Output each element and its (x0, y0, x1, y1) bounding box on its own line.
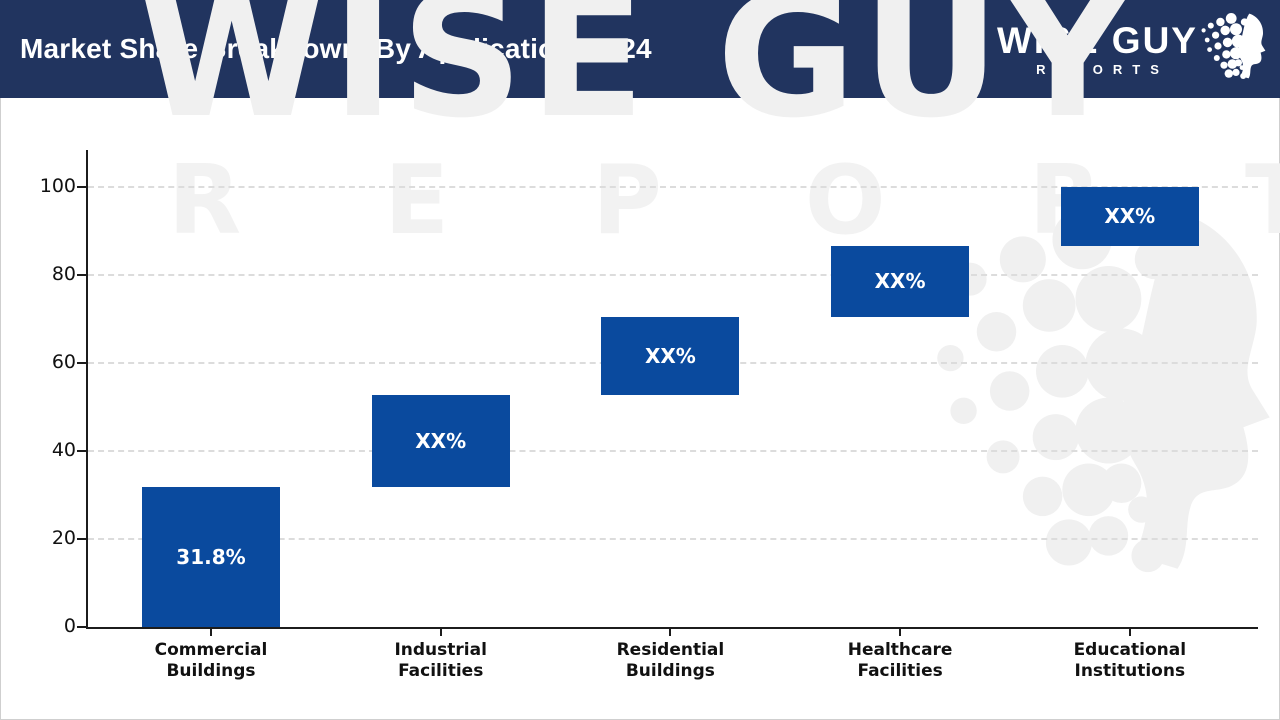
x-tick-label-commercial-buildings: Commercial Buildings (154, 640, 268, 682)
x-tick-label-educational-institutions: Educational Institutions (1073, 640, 1187, 682)
bar-value-label-residential-buildings: XX% (644, 343, 696, 368)
page-title: Market Share Breakdown, By Application, … (20, 33, 652, 64)
y-tick-mark-100 (77, 186, 86, 188)
x-tick-label-residential-buildings: Residential Buildings (616, 640, 725, 682)
x-tick-label-healthcare-facilities: Healthcare Facilities (847, 640, 953, 682)
y-tick-mark-80 (77, 274, 86, 276)
y-tick-label-40: 40 (51, 439, 76, 461)
bar-commercial-buildings: 31.8% (142, 487, 280, 627)
bar-value-label-educational-institutions: XX% (1104, 204, 1156, 229)
watermark-wordmark: WISE GUY (138, 0, 1136, 156)
y-tick-mark-0 (77, 626, 86, 628)
y-tick-label-60: 60 (51, 351, 76, 373)
y-tick-mark-20 (77, 538, 86, 540)
header-bar: Market Share Breakdown, By Application, … (0, 0, 1280, 98)
y-axis (86, 150, 88, 629)
gridline-80 (88, 274, 1258, 276)
x-tick-mark-healthcare-facilities (899, 627, 902, 636)
bar-residential-buildings: XX% (601, 316, 740, 396)
bar-industrial-facilities: XX% (371, 395, 510, 488)
bar-healthcare-facilities: XX% (831, 245, 970, 317)
x-axis (86, 627, 1258, 629)
y-tick-mark-40 (77, 450, 86, 452)
logo-text: WISE GUY REPORTS (997, 22, 1198, 77)
x-tick-mark-residential-buildings (669, 627, 672, 636)
x-tick-mark-commercial-buildings (210, 627, 212, 636)
bar-value-label-healthcare-facilities: XX% (874, 269, 926, 294)
y-tick-label-20: 20 (51, 527, 76, 549)
y-tick-label-100: 100 (39, 175, 76, 197)
x-tick-mark-industrial-facilities (439, 627, 442, 636)
gridline-40 (88, 450, 1258, 452)
x-tick-mark-educational-institutions (1128, 627, 1131, 636)
wise-guy-logo: WISE GUY REPORTS (997, 10, 1266, 88)
y-tick-label-80: 80 (51, 263, 76, 285)
bar-educational-institutions: XX% (1060, 187, 1199, 246)
y-tick-mark-60 (77, 362, 86, 364)
bar-value-label-commercial-buildings: 31.8% (176, 545, 246, 570)
dotted-head-logo-icon (1201, 13, 1266, 79)
bar-value-label-industrial-facilities: XX% (415, 429, 467, 454)
logo-wordmark: WISE GUY (996, 19, 1198, 61)
x-tick-label-industrial-facilities: Industrial Facilities (394, 640, 487, 682)
gridline-100 (88, 186, 1258, 188)
logo-subtitle: REPORTS (1036, 61, 1169, 77)
y-tick-label-0: 0 (63, 615, 76, 637)
gridline-20 (88, 538, 1258, 540)
